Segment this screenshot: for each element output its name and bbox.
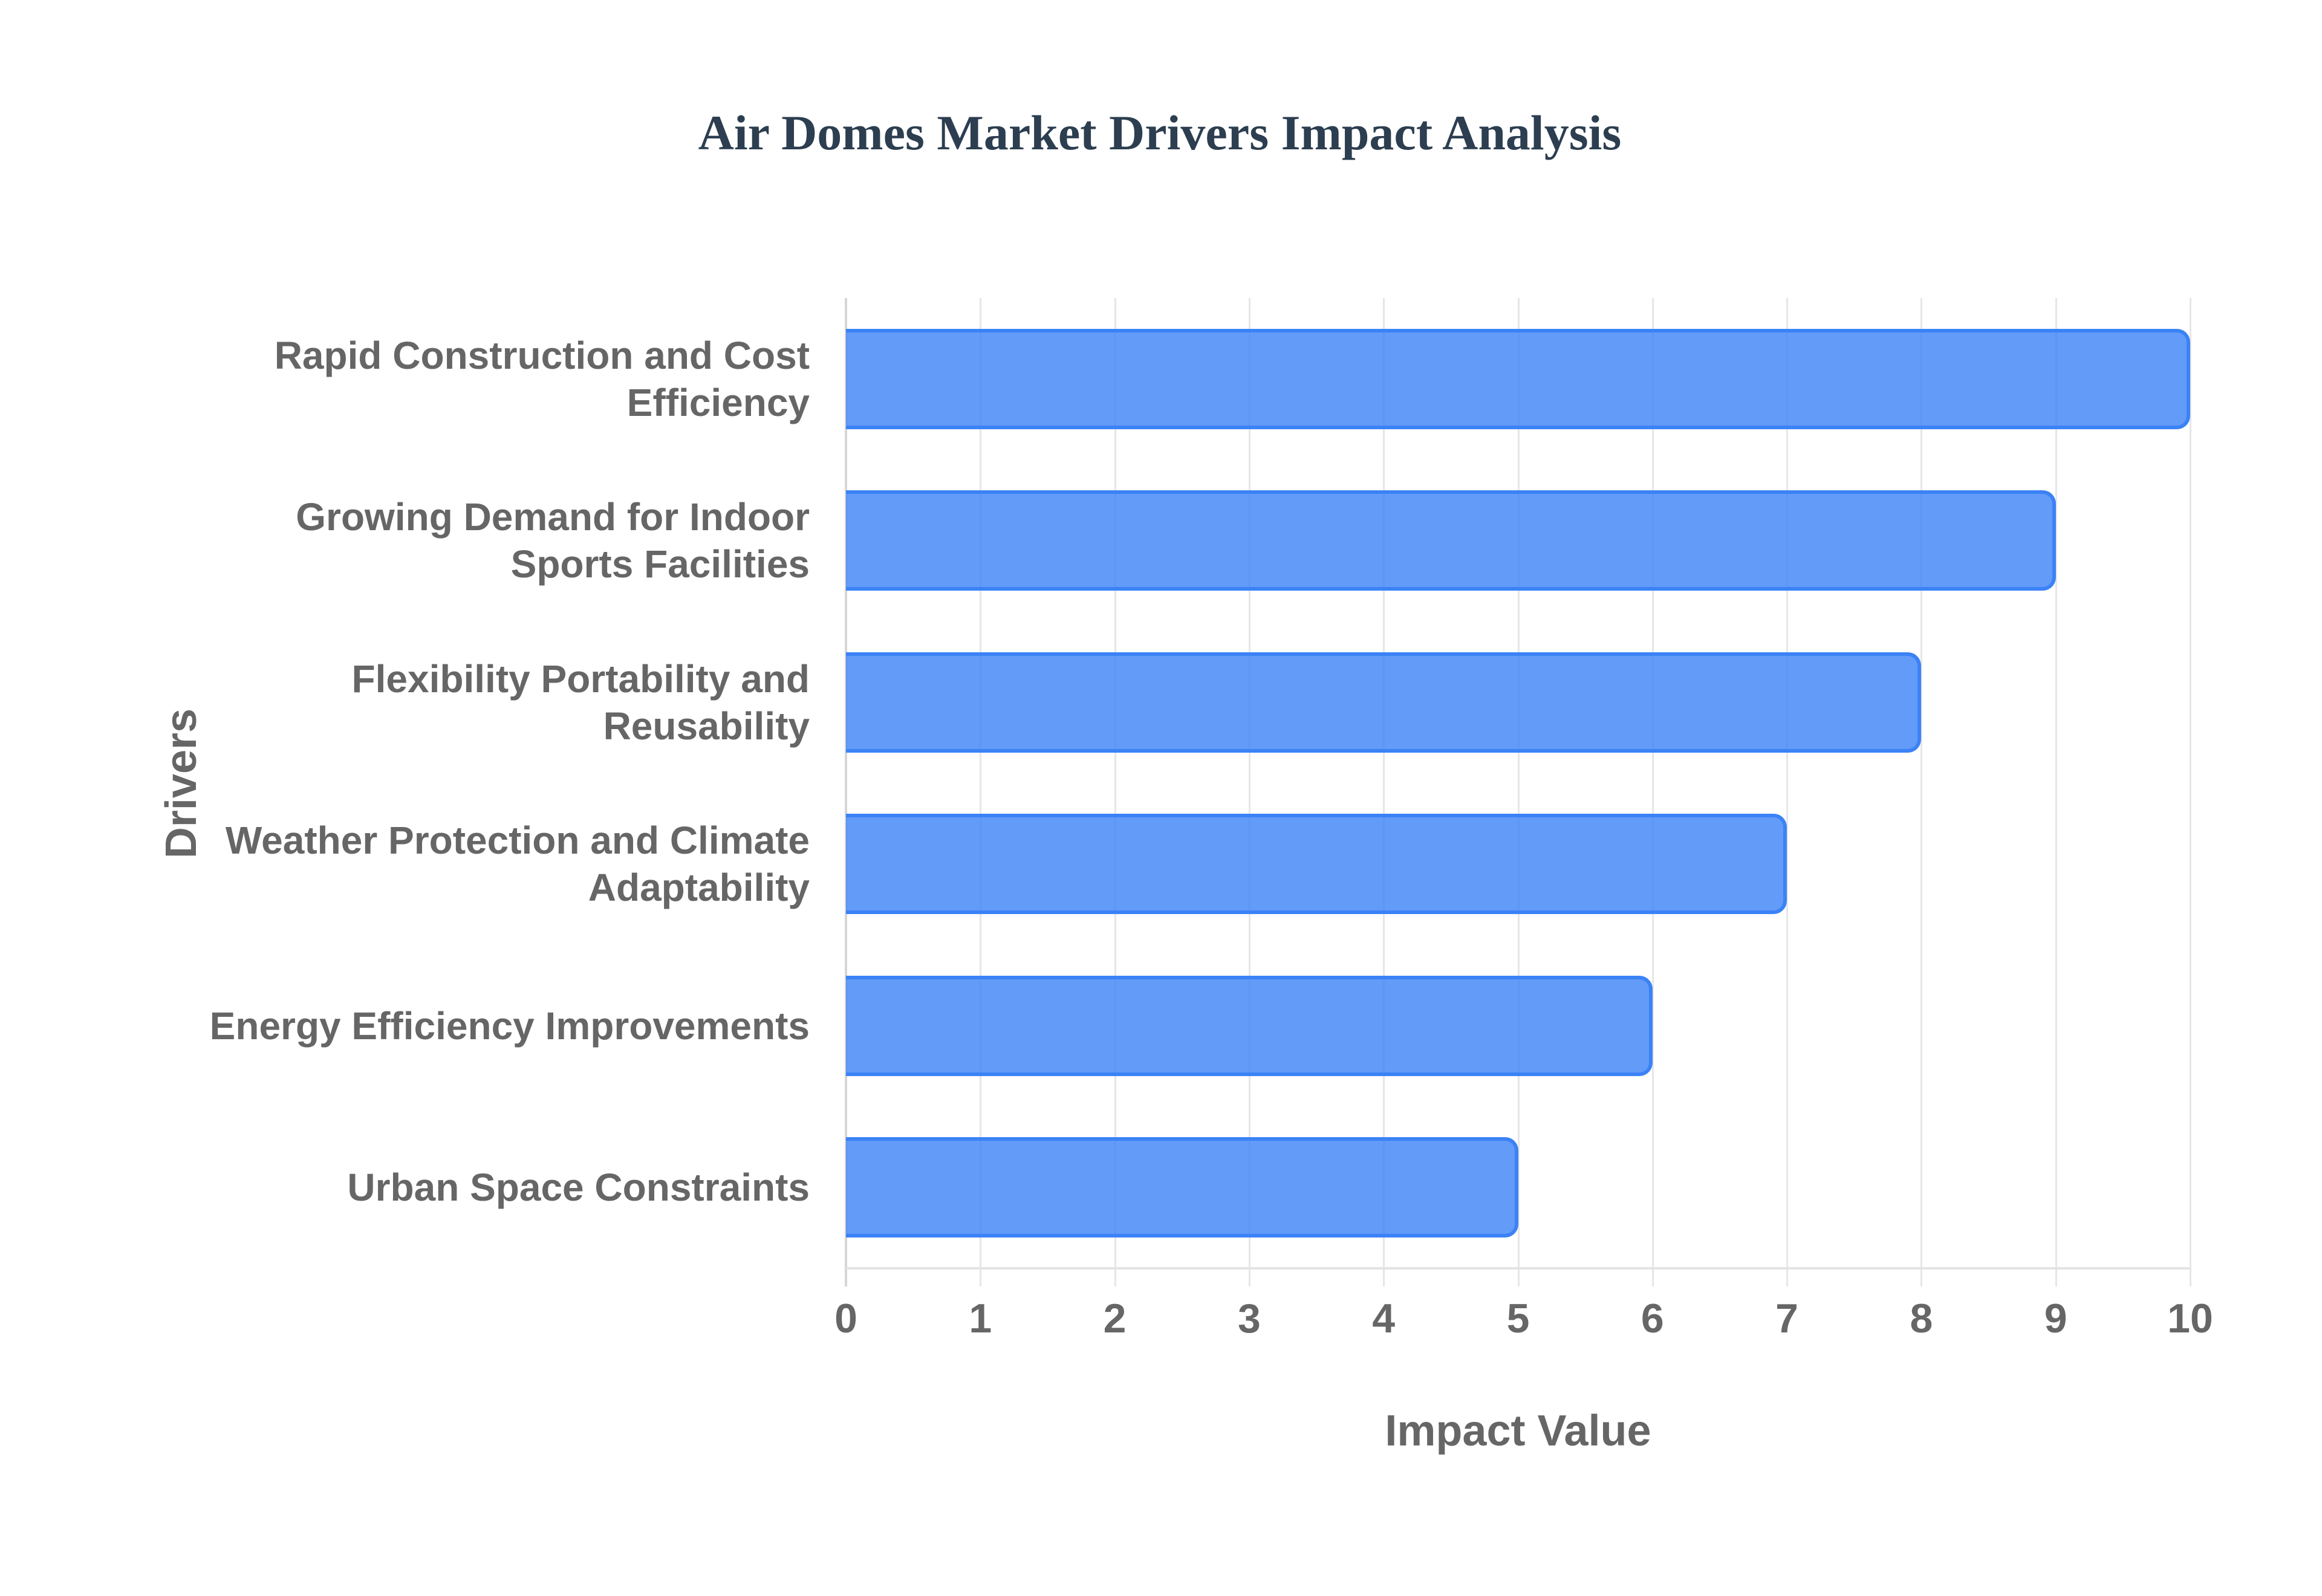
gridline	[1383, 298, 1385, 1286]
x-tick-label: 0	[834, 1296, 857, 1341]
bar[interactable]	[846, 652, 1922, 753]
y-axis-line	[845, 298, 847, 1286]
x-tick-label: 7	[1775, 1296, 1798, 1341]
x-tick-label: 1	[969, 1296, 992, 1341]
gridline	[1114, 298, 1116, 1286]
y-category-label-line: Growing Demand for Indoor	[296, 495, 810, 539]
y-category-label-line: Reusability	[603, 704, 810, 748]
chart-title: Air Domes Market Drivers Impact Analysis	[0, 103, 2322, 163]
y-category-label: Energy Efficiency Improvements	[84, 945, 810, 1107]
y-category-label-line: Rapid Construction and Cost	[274, 333, 810, 377]
chart-title-text: Air Domes Market Drivers Impact Analysis	[698, 105, 1622, 160]
y-category-label-line: Efficiency	[626, 380, 810, 424]
gridline	[1786, 298, 1789, 1286]
y-category-label: Flexibility Portability and Reusability	[84, 621, 810, 783]
y-category-label-line: Energy Efficiency Improvements	[209, 1004, 810, 1048]
plot-area: 0 1 2 3 4 5 6 7 8 9 10	[834, 298, 2213, 1341]
gridline	[1517, 298, 1520, 1286]
bar[interactable]	[846, 975, 1653, 1076]
y-category-label-line: Flexibility Portability and	[351, 657, 810, 701]
gridline	[1248, 298, 1250, 1286]
x-tick-label: 3	[1237, 1296, 1261, 1341]
gridline	[1920, 298, 1923, 1286]
x-tick-label: 10	[2167, 1296, 2213, 1341]
bar[interactable]	[846, 328, 2190, 429]
x-tick-label: 4	[1372, 1296, 1396, 1341]
x-axis-title: Impact Value	[1385, 1407, 1651, 1455]
gridline	[980, 298, 982, 1286]
y-category-label: Weather Protection and Climate Adaptabili…	[84, 783, 810, 946]
bar[interactable]	[846, 814, 1787, 915]
y-category-label-line: Sports Facilities	[510, 542, 810, 586]
gridline	[2190, 298, 2191, 1286]
x-tick-label: 6	[1641, 1296, 1664, 1341]
x-tick-label: 2	[1103, 1296, 1127, 1341]
gridline	[2055, 298, 2057, 1286]
x-tick-label: 5	[1506, 1296, 1530, 1341]
y-category-label-line: Weather Protection and Climate	[225, 819, 810, 863]
y-category-label: Urban Space Constraints	[84, 1107, 810, 1269]
bar[interactable]	[846, 1137, 1518, 1238]
x-tick-label: 8	[1910, 1296, 1933, 1341]
y-category-label: Rapid Construction and Cost Efficiency	[84, 298, 810, 460]
y-category-label-line: Urban Space Constraints	[347, 1166, 810, 1210]
y-category-label: Growing Demand for Indoor Sports Faciliti…	[84, 460, 810, 622]
bar[interactable]	[846, 490, 2056, 591]
x-tick-label: 9	[2044, 1296, 2067, 1341]
gridline	[1651, 298, 1654, 1286]
x-axis-line	[846, 1267, 2190, 1270]
y-category-label-line: Adaptability	[588, 866, 810, 910]
